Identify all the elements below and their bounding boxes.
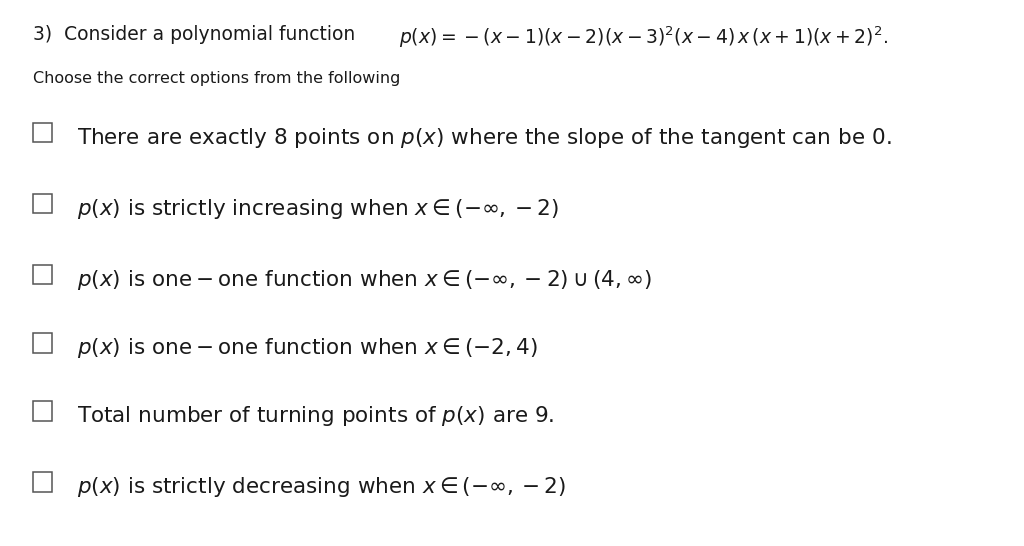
- Text: 3)  Consider a polynomial function: 3) Consider a polynomial function: [33, 25, 361, 44]
- Bar: [33, 401, 52, 421]
- Text: $p(x)\mathrm{\ is\ one-one\ function\ when\ }x \in (-2, 4)$: $p(x)\mathrm{\ is\ one-one\ function\ wh…: [77, 336, 538, 360]
- Bar: [33, 265, 52, 284]
- Text: Choose the correct options from the following: Choose the correct options from the foll…: [33, 71, 400, 86]
- Text: $\mathrm{Total\ number\ of\ turning\ points\ of\ }p(x)\mathrm{\ are\ 9.}$: $\mathrm{Total\ number\ of\ turning\ poi…: [77, 404, 554, 428]
- Text: $p(x)\mathrm{\ is\ one-one\ function\ when\ }x \in (-\infty, -2) \cup (4, \infty: $p(x)\mathrm{\ is\ one-one\ function\ wh…: [77, 268, 651, 292]
- Text: $\mathrm{There\ are\ exactly\ 8\ points\ on\ }p(x)\mathrm{\ where\ the\ slope\ o: $\mathrm{There\ are\ exactly\ 8\ points\…: [77, 126, 891, 150]
- Bar: [33, 123, 52, 143]
- Bar: [33, 333, 52, 353]
- Bar: [33, 472, 52, 492]
- Text: $p(x)\mathrm{\ is\ strictly\ increasing\ when\ }x \in (-\infty, -2)$: $p(x)\mathrm{\ is\ strictly\ increasing\…: [77, 197, 558, 221]
- Bar: [33, 194, 52, 213]
- Text: $p(x)\mathrm{\ is\ strictly\ decreasing\ when\ }x \in (-\infty, -2)$: $p(x)\mathrm{\ is\ strictly\ decreasing\…: [77, 475, 565, 499]
- Text: $p(x) = -(x-1)(x-2)(x-3)^2(x-4)\,x\,(x+1)(x+2)^2.$: $p(x) = -(x-1)(x-2)(x-3)^2(x-4)\,x\,(x+1…: [399, 25, 889, 50]
